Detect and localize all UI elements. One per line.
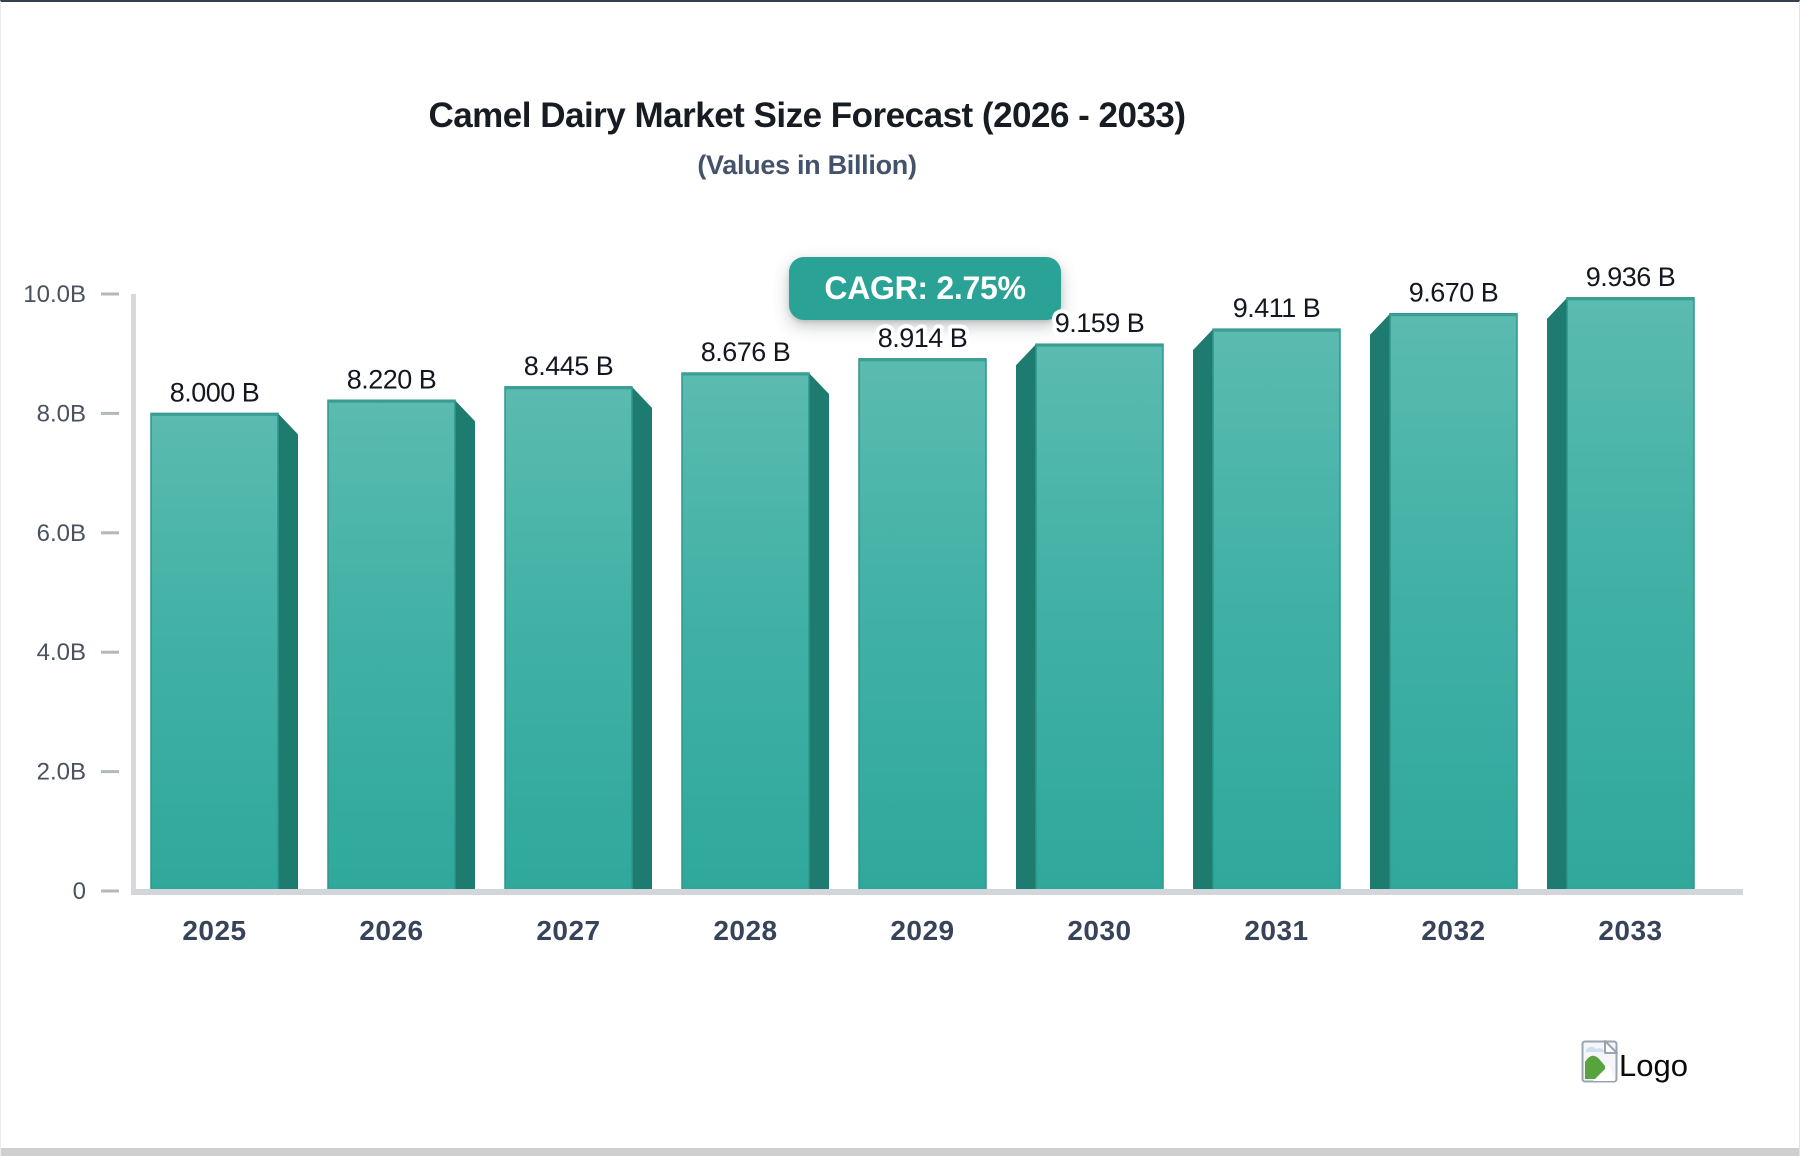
bar bbox=[681, 372, 829, 892]
bar-face bbox=[681, 372, 810, 892]
bar-top-edge bbox=[682, 373, 809, 376]
bar-value-label: 9.936 B bbox=[1586, 262, 1676, 292]
cagr-badge-label: CAGR: 2.75% bbox=[824, 270, 1026, 306]
x-axis-category-label: 2033 bbox=[1598, 915, 1662, 946]
bar-face bbox=[327, 399, 456, 892]
bar-side bbox=[1193, 329, 1213, 891]
bar bbox=[504, 386, 652, 892]
y-axis-tick-mark bbox=[101, 770, 119, 774]
bar-side bbox=[632, 386, 652, 891]
bottom-divider bbox=[1, 1148, 1799, 1156]
bar-value-label: 9.670 B bbox=[1409, 278, 1499, 308]
bar-side bbox=[455, 400, 475, 891]
bar-face bbox=[1566, 297, 1695, 892]
bar-face bbox=[150, 412, 279, 892]
y-axis-tick-mark bbox=[101, 292, 119, 296]
bar-face bbox=[1212, 328, 1341, 892]
broken-image-icon bbox=[1581, 1040, 1618, 1083]
bar-face bbox=[1035, 343, 1164, 892]
bar-top-edge bbox=[1213, 329, 1340, 332]
y-axis-tick-label: 4.0B bbox=[37, 639, 86, 666]
x-axis-category-label: 2027 bbox=[536, 915, 600, 946]
y-axis-tick-mark bbox=[101, 889, 119, 893]
x-axis-line bbox=[131, 889, 1743, 895]
bar-value-label: 8.676 B bbox=[701, 337, 791, 367]
y-axis-tick-label: 10.0B bbox=[23, 281, 86, 308]
chart-subtitle: (Values in Billion) bbox=[697, 150, 917, 180]
y-axis-tick-label: 0 bbox=[73, 878, 86, 905]
x-axis-category-label: 2030 bbox=[1067, 915, 1131, 946]
bar-side bbox=[1016, 344, 1036, 891]
logo-text: Logo bbox=[1619, 1048, 1688, 1084]
bar-top-edge bbox=[859, 358, 986, 362]
y-axis-tick-label: 8.0B bbox=[37, 400, 86, 427]
bar bbox=[1370, 312, 1518, 892]
bar-top-edge bbox=[1567, 297, 1694, 301]
chart-title: Camel Dairy Market Size Forecast (2026 -… bbox=[428, 96, 1186, 135]
y-axis-line bbox=[131, 294, 136, 891]
bar bbox=[858, 358, 987, 892]
x-axis-category-label: 2032 bbox=[1421, 915, 1485, 946]
cagr-badge: CAGR: 2.75% bbox=[789, 257, 1061, 320]
bar-top-edge bbox=[505, 386, 632, 390]
bar-value-label: 8.914 B bbox=[878, 323, 968, 353]
y-axis-tick-label: 6.0B bbox=[37, 520, 86, 547]
x-axis-category-label: 2028 bbox=[713, 915, 777, 946]
bar bbox=[1016, 343, 1164, 892]
bar-value-label: 8.445 B bbox=[524, 351, 614, 381]
bar-face bbox=[858, 358, 987, 892]
x-axis-category-label: 2025 bbox=[182, 915, 246, 946]
bar-value-label: 9.411 B bbox=[1233, 293, 1321, 323]
bar-top-edge bbox=[1390, 313, 1517, 317]
bar-side bbox=[278, 413, 298, 891]
bar-value-label: 8.000 B bbox=[170, 377, 260, 407]
bar bbox=[1547, 297, 1695, 892]
bar-value-label: 8.220 B bbox=[347, 364, 437, 394]
x-axis-category-label: 2031 bbox=[1244, 915, 1308, 946]
x-axis-category-label: 2029 bbox=[890, 915, 954, 946]
bar-top-edge bbox=[151, 413, 278, 416]
y-axis-tick-mark bbox=[101, 531, 119, 535]
bar-top-edge bbox=[328, 400, 455, 403]
y-axis-tick-mark bbox=[101, 411, 119, 415]
bar-face bbox=[1389, 312, 1518, 892]
bar bbox=[150, 412, 298, 892]
y-axis-tick-mark bbox=[101, 650, 119, 654]
bar-side bbox=[1547, 297, 1567, 891]
y-axis-tick-label: 2.0B bbox=[37, 759, 86, 786]
bar bbox=[1193, 328, 1341, 892]
x-axis-category-label: 2026 bbox=[359, 915, 423, 946]
bar bbox=[327, 399, 475, 892]
bar-face bbox=[504, 386, 633, 892]
bar-side bbox=[809, 373, 829, 891]
bar-top-edge bbox=[1036, 344, 1163, 347]
bar-value-label: 9.159 B bbox=[1055, 308, 1145, 338]
logo: Logo bbox=[1581, 1040, 1688, 1083]
bar-side bbox=[1370, 313, 1390, 891]
